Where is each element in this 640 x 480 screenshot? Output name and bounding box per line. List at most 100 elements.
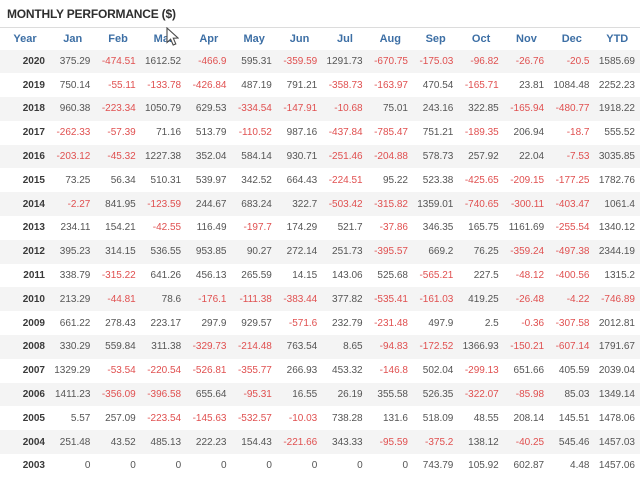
cell-apr: 352.04 <box>195 151 227 163</box>
cell-may: 90.27 <box>246 246 272 258</box>
cell-apr: 539.97 <box>195 174 227 186</box>
cell-oct: 76.25 <box>473 246 499 258</box>
cell-feb: 154.21 <box>105 222 136 234</box>
cell-aug: 95.22 <box>382 174 408 186</box>
cell-nov: -0.36 <box>521 317 545 329</box>
cell-jul: 377.82 <box>332 293 363 305</box>
cell-oct: 227.5 <box>473 270 499 282</box>
cell-ytd: 3035.85 <box>598 151 635 163</box>
cell-dec: 145.51 <box>558 412 590 424</box>
table-body: 2020 375.29 -474.51 1612.52 -466.9 595.31 -359… <box>0 49 640 478</box>
cell-dec: -177.25 <box>555 174 590 186</box>
cell-sep: 470.54 <box>422 79 454 91</box>
cell-feb: -356.09 <box>101 389 136 401</box>
cell-apr: 629.53 <box>195 103 227 115</box>
cell-ytd: 2012.81 <box>598 317 635 329</box>
cell-apr: 244.67 <box>195 198 227 210</box>
cell-ytd: 2252.23 <box>598 79 635 91</box>
cell-jun: 987.16 <box>286 127 318 139</box>
cell-feb: 56.34 <box>110 174 136 186</box>
cell-may: 584.14 <box>241 151 272 163</box>
cell-jan: 750.14 <box>59 79 91 91</box>
cell-may: -110.52 <box>238 127 272 139</box>
cell-mar: 1050.79 <box>144 103 182 115</box>
cell-ytd: 1457.06 <box>598 460 635 472</box>
cell-feb: -53.54 <box>107 365 136 377</box>
cell-sep: -565.21 <box>419 270 454 282</box>
cell-aug: -231.48 <box>374 317 408 329</box>
column-header-aug: Aug <box>379 32 401 45</box>
cell-sep: 502.04 <box>422 365 454 377</box>
cell-jul: -10.68 <box>334 103 363 115</box>
cell-may: 595.31 <box>241 55 272 67</box>
cell-may: -532.57 <box>237 412 272 424</box>
cell-aug: -163.97 <box>374 79 408 91</box>
cell-jul: -437.84 <box>328 127 363 139</box>
cell-jun: -10.03 <box>288 412 318 424</box>
cell-apr: -176.1 <box>198 293 227 305</box>
cell-jul: 1291.73 <box>326 55 363 67</box>
cell-may: -214.48 <box>237 341 272 353</box>
cell-apr: 953.85 <box>195 246 227 258</box>
table-row-2017: 2017 -262.33 -57.39 71.16 513.79 -110.52 987.1… <box>0 121 640 145</box>
table-row-2003: 2003 0 0 0 0 0 0 0 0 743.79 105.92 602.87 4.48 1457.0… <box>0 454 640 478</box>
cell-feb: 559.84 <box>105 341 136 353</box>
cell-feb: -57.39 <box>107 127 136 139</box>
cell-oct: -322.07 <box>464 389 499 401</box>
cell-nov: 206.94 <box>513 127 545 139</box>
cell-sep: 669.2 <box>428 246 454 258</box>
cell-sep: 518.09 <box>422 412 454 424</box>
cell-dec: -4.22 <box>566 293 590 305</box>
cell-sep: -161.03 <box>419 293 454 305</box>
cell-ytd: -746.89 <box>601 293 635 305</box>
cell-jul: 143.06 <box>332 270 363 282</box>
cell-jun: 664.43 <box>286 174 318 186</box>
cell-sep: 751.21 <box>422 127 454 139</box>
cell-oct: 1366.93 <box>462 341 499 353</box>
column-header-mar: Mar <box>153 32 174 45</box>
cell-jan: 251.48 <box>59 436 91 448</box>
year-cell: 2010 <box>22 293 45 305</box>
cell-ytd: 1349.14 <box>598 389 635 401</box>
cell-mar: -396.58 <box>147 389 182 401</box>
column-header-jan: Jan <box>63 32 83 45</box>
year-cell: 2004 <box>22 436 45 448</box>
cell-jan: 213.29 <box>59 293 91 305</box>
cell-apr: -329.73 <box>192 341 227 353</box>
cell-jul: 521.7 <box>337 222 363 234</box>
cell-aug: -535.41 <box>374 293 408 305</box>
cell-jul: 8.65 <box>343 341 363 353</box>
column-header-year: Year <box>13 32 37 45</box>
year-cell: 2016 <box>22 151 45 163</box>
table-row-2005: 2005 5.57 257.09 -223.54 -145.63 -532.57 -10.0… <box>0 406 640 430</box>
cell-apr: 0 <box>220 460 227 472</box>
cell-jan: -262.33 <box>56 127 91 139</box>
page-title: MONTHLY PERFORMANCE ($) <box>7 7 176 21</box>
cell-oct: -189.35 <box>464 127 499 139</box>
cell-jun: 272.14 <box>286 246 318 258</box>
cell-sep: 743.79 <box>422 460 454 472</box>
cell-nov: -165.94 <box>510 103 545 115</box>
column-header-may: May <box>243 32 265 45</box>
cell-sep: 578.73 <box>422 151 454 163</box>
cell-jul: 738.28 <box>332 412 363 424</box>
cell-jun: -147.91 <box>283 103 318 115</box>
table-row-2015: 2015 73.25 56.34 510.31 539.97 342.52 664.43 -2… <box>0 168 640 192</box>
cell-jul: -503.42 <box>328 198 363 210</box>
cell-jan: 338.79 <box>59 270 91 282</box>
cell-jan: 1411.23 <box>54 389 91 401</box>
cell-nov: -40.25 <box>515 436 545 448</box>
cell-may: -111.38 <box>239 293 272 305</box>
cell-feb: 0 <box>130 460 136 472</box>
year-cell: 2017 <box>22 127 45 139</box>
cell-oct: 322.85 <box>468 103 499 115</box>
cell-dec: 545.46 <box>558 436 590 448</box>
cell-jan: 234.11 <box>60 222 91 234</box>
cell-aug: -94.83 <box>379 341 408 353</box>
table-row-2018: 2018 960.38 -223.34 1050.79 629.53 -334.54 -14… <box>0 97 640 121</box>
cell-mar: 78.6 <box>161 293 182 305</box>
table-row-2020: 2020 375.29 -474.51 1612.52 -466.9 595.31 -359… <box>0 49 640 74</box>
cell-apr: 456.13 <box>195 270 227 282</box>
cell-jul: 232.79 <box>332 317 363 329</box>
column-header-apr: Apr <box>199 32 219 45</box>
